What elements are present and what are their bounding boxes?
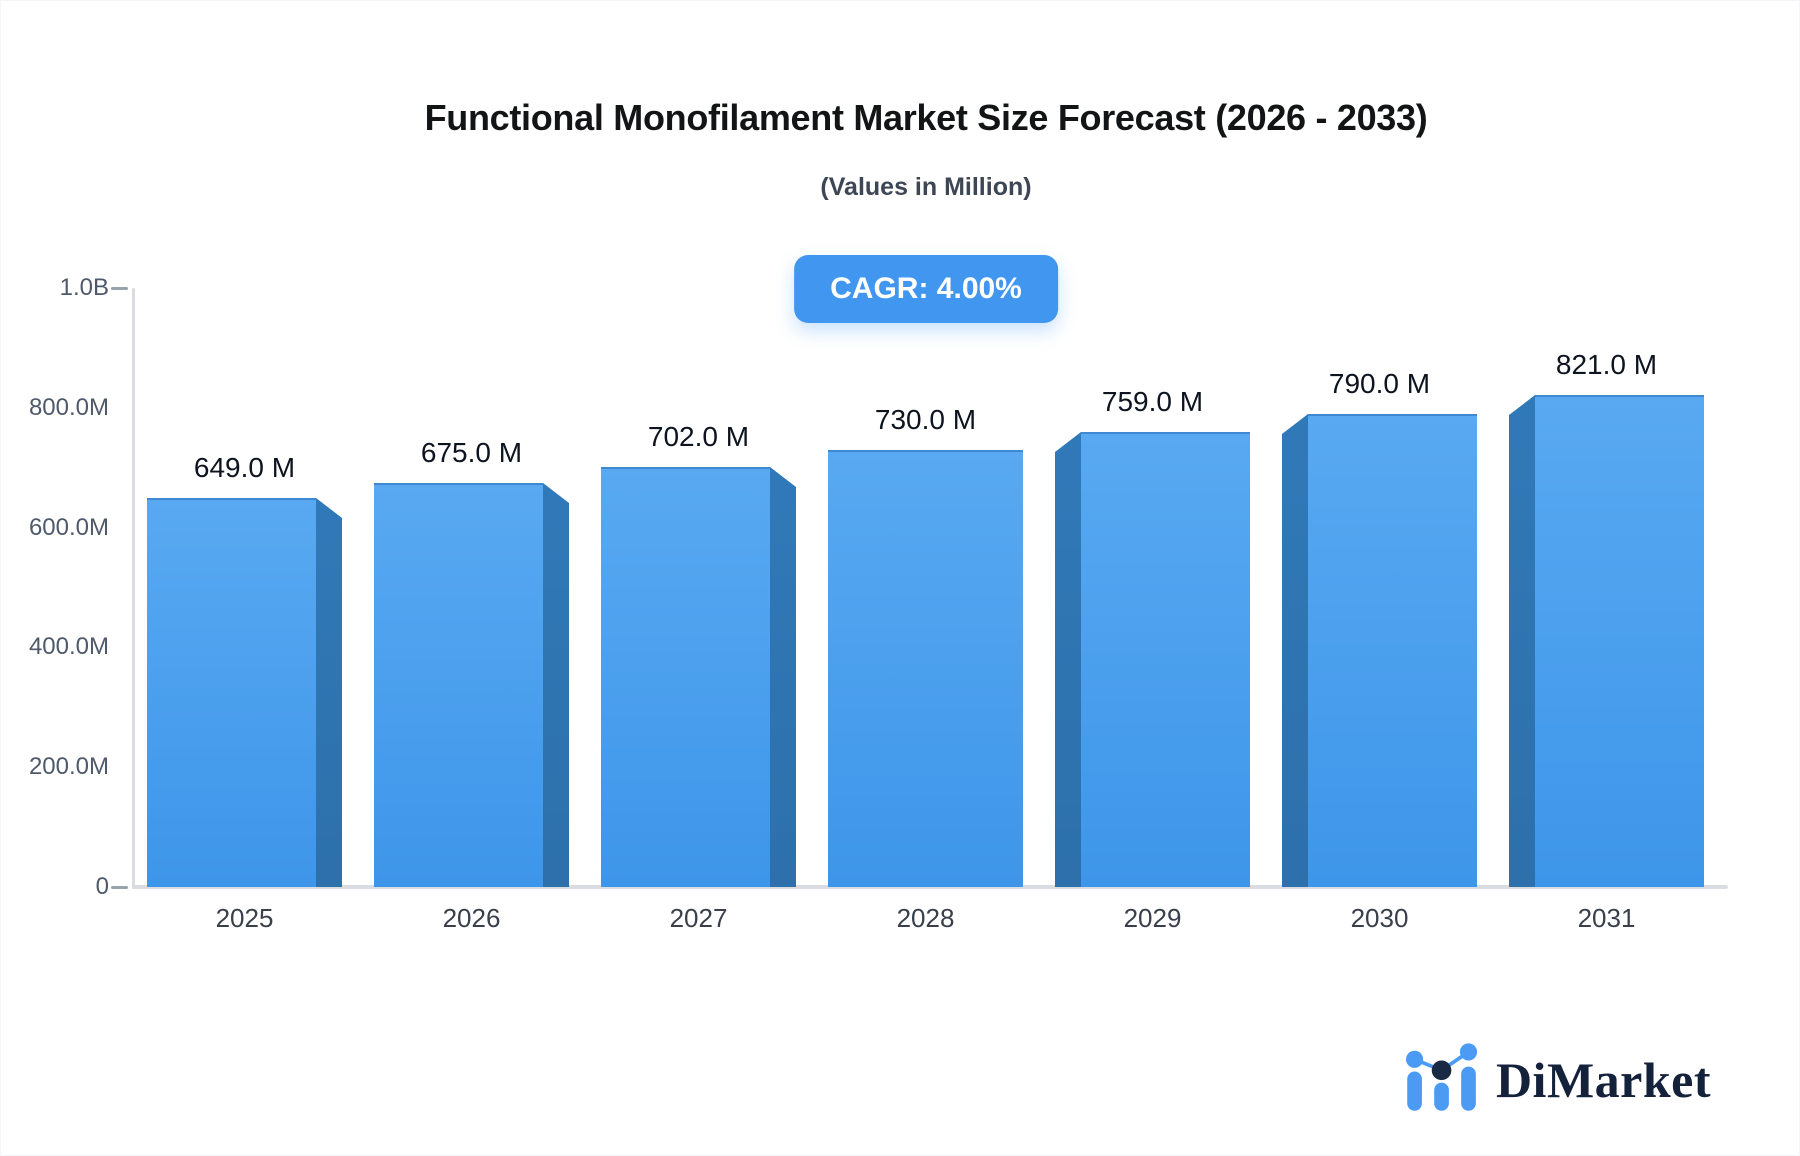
- chart-subtitle: (Values in Million): [820, 173, 1032, 201]
- bar-2029: [1055, 432, 1250, 887]
- chart-title: Functional Monofilament Market Size Fore…: [424, 97, 1428, 138]
- y-axis-tick-label: 400.0M: [28, 633, 109, 661]
- bar-face: [601, 467, 770, 887]
- bar-2030: [1282, 414, 1477, 887]
- bar-face: [1308, 414, 1477, 887]
- bar-2025: [147, 498, 342, 887]
- bar-side-shading: [1282, 414, 1308, 887]
- bar-value-label: 759.0 M: [1101, 386, 1204, 417]
- bar-face: [1535, 395, 1704, 887]
- bar-face: [1081, 432, 1250, 887]
- bar-side-shading: [316, 498, 342, 887]
- x-axis-tick-label: 2029: [1123, 903, 1182, 933]
- mini-bar-chart-icon: [1405, 1037, 1482, 1116]
- bar-2026: [374, 483, 569, 887]
- y-axis-tick-mark: [111, 886, 128, 889]
- bar-value-label: 821.0 M: [1555, 349, 1658, 380]
- bar-face: [828, 450, 1023, 887]
- y-axis-tick-label: 200.0M: [28, 753, 109, 781]
- y-axis-tick-label: 800.0M: [28, 393, 109, 421]
- x-axis-line: [132, 885, 1728, 889]
- bar-face: [147, 498, 316, 887]
- dimarket-logo: DiMarket: [1405, 1037, 1711, 1116]
- x-axis-tick-label: 2025: [215, 903, 274, 933]
- bar-side-shading: [1055, 432, 1081, 887]
- y-axis-tick-label: 0: [95, 873, 109, 900]
- bar-2028: [828, 450, 1023, 887]
- bar-side-shading: [543, 483, 569, 887]
- y-axis-line: [132, 288, 135, 889]
- bar-side-shading: [1509, 395, 1535, 887]
- x-axis-tick-label: 2031: [1577, 903, 1636, 933]
- bar-side-shading: [770, 467, 796, 887]
- y-axis-tick-label: 600.0M: [28, 513, 109, 541]
- bar-value-label: 730.0 M: [874, 404, 977, 435]
- logo-text: DiMarket: [1495, 1052, 1711, 1108]
- y-axis-tick-label: 1.0B: [59, 274, 109, 301]
- x-axis-tick-label: 2027: [669, 903, 728, 933]
- bar-value-label: 790.0 M: [1328, 368, 1431, 399]
- bar-face: [374, 483, 543, 887]
- bar-value-label: 675.0 M: [420, 437, 523, 468]
- x-axis-tick-label: 2030: [1350, 903, 1409, 933]
- x-axis-tick-label: 2028: [896, 903, 955, 933]
- y-axis-tick-mark: [111, 287, 128, 290]
- bar-value-label: 649.0 M: [193, 452, 296, 483]
- cagr-badge: CAGR: 4.00%: [794, 255, 1058, 323]
- bar-value-label: 702.0 M: [647, 421, 750, 452]
- x-axis-tick-label: 2026: [442, 903, 501, 933]
- bar-2027: [601, 467, 796, 887]
- bar-2031: [1509, 395, 1704, 887]
